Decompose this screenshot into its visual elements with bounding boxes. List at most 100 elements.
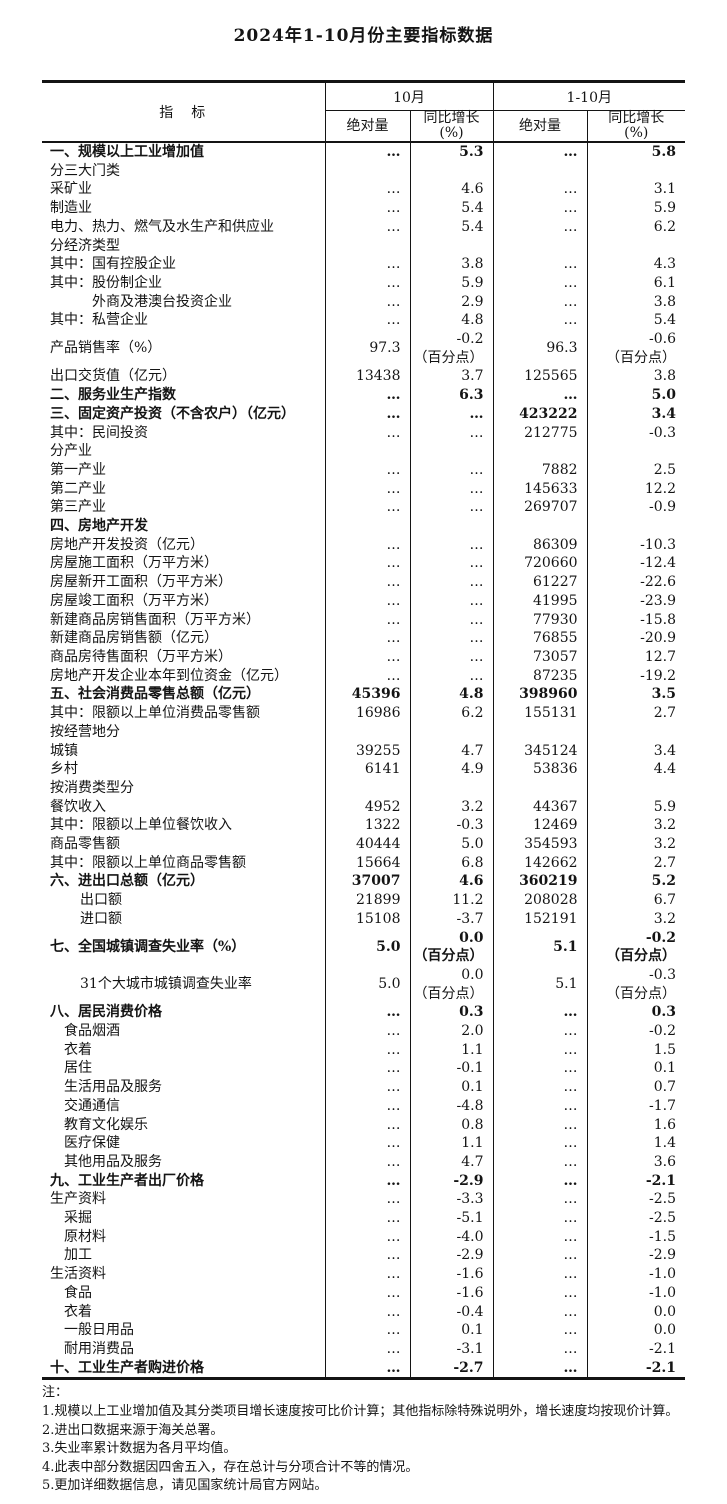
value-cell: -22.6: [640, 574, 677, 591]
notes-list: 1.规模以上工业增加值及其分类项目增长速度按可比价计算；其他指标除特殊说明外，增…: [42, 1403, 727, 1496]
indicator-label: 第三产业: [42, 498, 326, 518]
value-cell: 5.9: [653, 200, 677, 217]
value-cell: 354593: [493, 835, 588, 854]
value-cell: -1.6: [410, 1265, 494, 1284]
indicator-label: 其中：民间投资: [42, 423, 326, 443]
value-cell: 0.0 （百分点）: [410, 928, 494, 966]
value-cell: 6.7: [653, 892, 677, 909]
value-cell: 53836: [493, 760, 588, 779]
indicator-label: 按经营地分: [42, 722, 326, 742]
value-cell: 44367: [493, 797, 588, 817]
indicator-label: 原材料: [42, 1227, 326, 1247]
value-cell: 3.4: [653, 742, 677, 759]
indicator-label: 制造业: [42, 199, 326, 218]
value-cell: …: [325, 199, 411, 218]
value-cell: 3.5: [651, 686, 677, 703]
value-cell: …: [325, 1059, 411, 1079]
table-row: 按经营地分: [42, 722, 685, 742]
table-row: 按消费类型分: [42, 778, 685, 798]
indicator-label: 六、进出口总额（亿元）: [42, 872, 326, 892]
indicator-label: 十、工业生产者购进价格: [42, 1358, 326, 1379]
value-cell: 4.9: [410, 760, 494, 779]
indicator-label: 教育文化娱乐: [42, 1115, 326, 1135]
value-cell: 0.3: [410, 1003, 494, 1023]
value-cell: 212775: [493, 423, 588, 443]
value-cell: [587, 723, 685, 742]
value-cell: 1322: [325, 816, 411, 836]
indicators-table: 指 标 10月 1-10月 绝对量 同比增长 (%) 绝对量 同比增长 (%) 一、…: [42, 80, 686, 1381]
table-row: 医疗保健… 1.1… 1.4: [42, 1134, 685, 1153]
table-row: 四、房地产开发: [42, 517, 685, 536]
value-cell: …: [493, 386, 588, 405]
value-cell: 0.0: [653, 1303, 677, 1320]
value-cell: -0.4: [410, 1302, 494, 1322]
value-cell: …: [325, 1190, 411, 1210]
note-item: 1.规模以上工业增加值及其分类项目增长速度按可比价计算；其他指标除特殊说明外，增…: [42, 1404, 679, 1419]
value-cell: 45396: [325, 685, 411, 705]
value-cell: 4.7: [410, 741, 494, 761]
indicator-label: 分经济类型: [42, 236, 326, 256]
value-cell: 2.9: [410, 292, 494, 312]
indicator-label: 采掘: [42, 1209, 326, 1228]
value-cell: 7882: [493, 460, 588, 480]
value-cell: -1.6: [410, 1283, 494, 1303]
value-cell: …: [325, 1265, 411, 1284]
value-cell: …: [325, 292, 411, 312]
table-row: 餐饮收入 4952 3.2 44367 5.9: [42, 797, 685, 817]
value-cell: 6.2: [653, 218, 677, 235]
indicator-label: 出口交货值（亿元）: [42, 367, 326, 387]
value-cell: …: [325, 423, 411, 443]
indicator-label: 四、房地产开发: [42, 517, 326, 536]
value-cell: 3.2: [653, 836, 677, 853]
value-cell: -3.1: [410, 1340, 494, 1359]
indicator-label: 出口额: [42, 891, 326, 910]
value-cell: …: [493, 1265, 588, 1284]
indicator-label: 其中：私营企业: [42, 311, 326, 331]
value-cell: 0.1: [410, 1321, 494, 1340]
value-cell: 0.3: [651, 1004, 677, 1021]
table-body: 一、规模以上工业增加值… 5.3… 5.8 分三大门类 采矿业… 4.6… 3.1 制造业… 5…: [42, 142, 685, 1379]
value-cell: 5.2: [651, 873, 677, 890]
value-cell: -2.9: [649, 1247, 677, 1264]
indicator-label: 三、固定资产投资（不含农户）（亿元）: [42, 404, 326, 424]
indicator-label: 其中：限额以上单位餐饮收入: [42, 816, 326, 836]
value-cell: 97.3: [325, 330, 411, 368]
value-cell: 423222: [493, 404, 588, 424]
indicator-label: 生产资料: [42, 1190, 326, 1210]
indicator-label: 食品: [42, 1283, 326, 1303]
value-cell: …: [325, 1115, 411, 1135]
indicator-label: 衣着: [42, 1302, 326, 1322]
indicator-label: 新建商品房销售额（亿元）: [42, 629, 326, 648]
value-cell: 3.8: [653, 293, 677, 310]
value-cell: -0.2 （百分点）: [606, 929, 677, 965]
indicator-label: 采矿业: [42, 180, 326, 200]
value-cell: 6.1: [653, 274, 677, 291]
value-cell: …: [325, 1078, 411, 1097]
table-row: 商品房待售面积（万平方米）…… 73057 12.7: [42, 647, 685, 667]
table-row: 五、社会消费品零售总额（亿元） 45396 4.8 398960 3.5: [42, 685, 685, 705]
value-cell: …: [410, 498, 494, 518]
value-cell: …: [493, 1003, 588, 1023]
value-cell: 2.5: [653, 461, 677, 478]
value-cell: …: [325, 1209, 411, 1228]
value-cell: -2.5: [649, 1191, 677, 1208]
value-cell: …: [325, 217, 411, 237]
value-cell: -4.8: [410, 1096, 494, 1116]
value-cell: …: [410, 460, 494, 480]
value-cell: 0.0 （百分点）: [410, 965, 494, 1004]
value-cell: [587, 517, 685, 536]
value-cell: 0.1: [410, 1078, 494, 1097]
value-cell: 5.0: [325, 928, 411, 966]
indicator-label: 生活用品及服务: [42, 1078, 326, 1097]
value-cell: 3.6: [653, 1153, 677, 1170]
indicator-label: 加工: [42, 1246, 326, 1266]
value-cell: …: [410, 554, 494, 574]
value-cell: -4.0: [410, 1227, 494, 1247]
value-cell: 15664: [325, 853, 411, 873]
value-cell: 0.8: [410, 1115, 494, 1135]
table-row: 其中：国有控股企业… 3.8… 4.3: [42, 255, 685, 274]
table-row: 房屋竣工面积（万平方米）…… 41995 -23.9: [42, 591, 685, 611]
indicators-table-wrap: 指 标 10月 1-10月 绝对量 同比增长 (%) 绝对量 同比增长 (%) 一、…: [42, 80, 686, 1496]
indicator-label: 五、社会消费品零售总额（亿元）: [42, 685, 326, 705]
